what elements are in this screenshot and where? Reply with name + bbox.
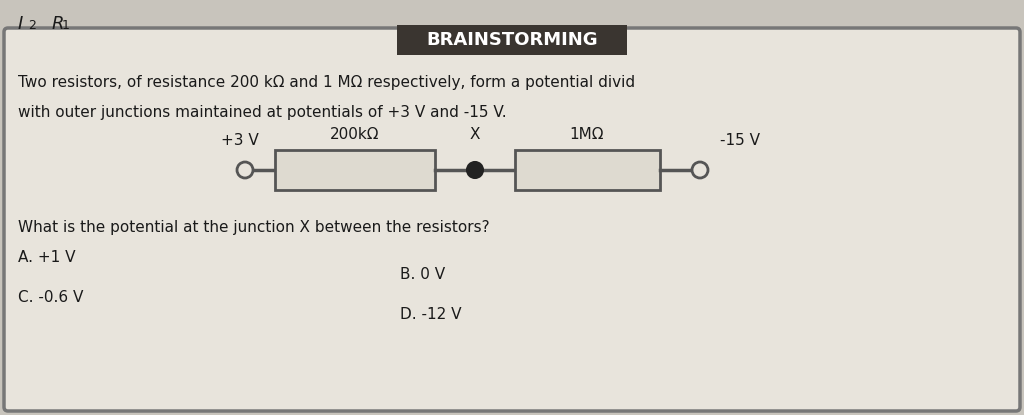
- Circle shape: [237, 162, 253, 178]
- FancyBboxPatch shape: [4, 28, 1020, 411]
- FancyBboxPatch shape: [397, 25, 627, 55]
- Circle shape: [692, 162, 708, 178]
- Text: 2: 2: [28, 19, 36, 32]
- Text: +3 V: +3 V: [221, 133, 259, 148]
- Text: 1MΩ: 1MΩ: [569, 127, 604, 142]
- FancyBboxPatch shape: [515, 150, 660, 190]
- Text: C. -0.6 V: C. -0.6 V: [18, 290, 83, 305]
- Text: 200kΩ: 200kΩ: [331, 127, 380, 142]
- FancyBboxPatch shape: [275, 150, 435, 190]
- Text: Two resistors, of resistance 200 kΩ and 1 MΩ respectively, form a potential divi: Two resistors, of resistance 200 kΩ and …: [18, 75, 635, 90]
- Text: R: R: [52, 15, 65, 33]
- Text: -15 V: -15 V: [720, 133, 760, 148]
- Text: A. +1 V: A. +1 V: [18, 250, 76, 265]
- Text: BRAINSTORMING: BRAINSTORMING: [426, 31, 598, 49]
- Text: D. -12 V: D. -12 V: [400, 307, 462, 322]
- Text: What is the potential at the junction X between the resistors?: What is the potential at the junction X …: [18, 220, 489, 235]
- Circle shape: [467, 162, 483, 178]
- Text: 1: 1: [62, 19, 70, 32]
- Text: B. 0 V: B. 0 V: [400, 267, 445, 282]
- Text: I: I: [18, 15, 24, 33]
- Text: with outer junctions maintained at potentials of +3 V and -15 V.: with outer junctions maintained at poten…: [18, 105, 507, 120]
- Text: X: X: [470, 127, 480, 142]
